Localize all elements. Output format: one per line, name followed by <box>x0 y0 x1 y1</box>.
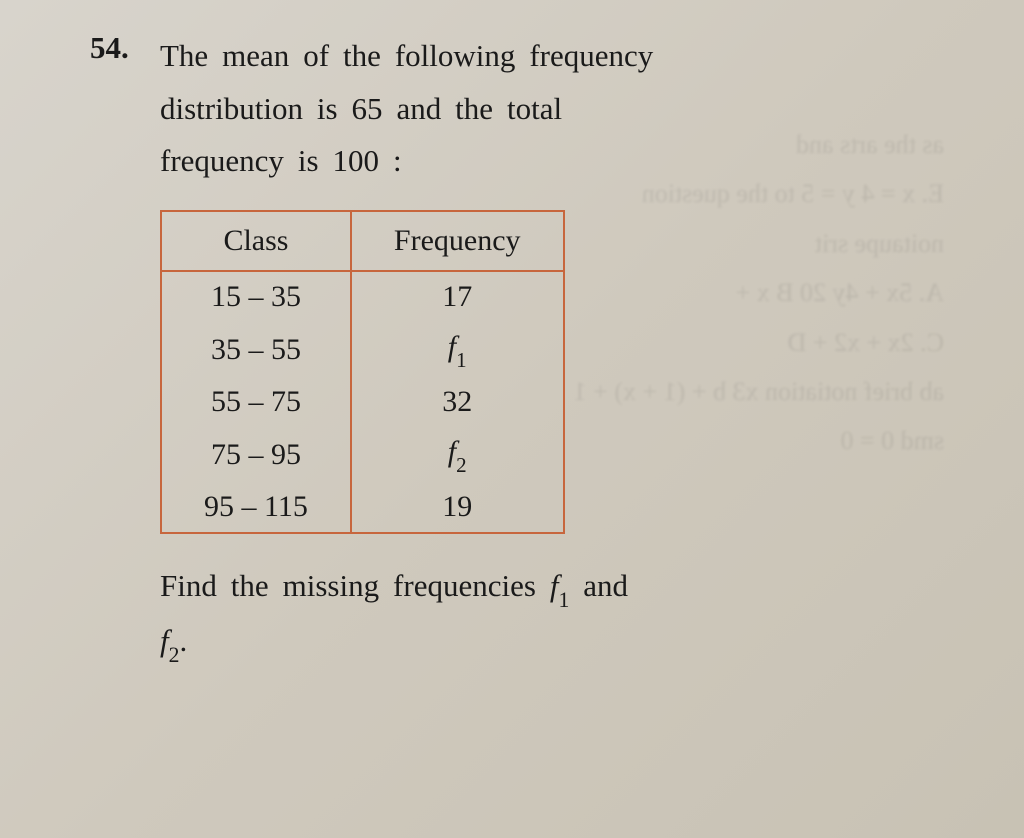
question-block: 54. The mean of the following frequency <box>90 30 964 83</box>
closing-var1-sub: 1 <box>558 588 569 612</box>
question-text-line: The mean of the following frequency <box>160 30 964 83</box>
frequency-cell: 32 <box>351 377 564 427</box>
question-body: The mean of the following frequency <box>160 30 964 83</box>
closing-text: Find the missing frequencies f1 and f2. <box>160 560 964 670</box>
question-text-line: frequency is 100 : <box>160 135 964 188</box>
frequency-cell: f1 <box>351 322 564 377</box>
closing-part1: Find the missing frequencies <box>160 568 550 603</box>
frequency-var-base: f <box>448 330 456 363</box>
frequency-cell: 17 <box>351 271 564 322</box>
table-row: 35 – 55 f1 <box>161 322 564 377</box>
class-cell: 95 – 115 <box>161 482 351 533</box>
class-cell: 15 – 35 <box>161 271 351 322</box>
closing-var2-sub: 2 <box>169 643 180 667</box>
column-header-class: Class <box>161 211 351 271</box>
class-cell: 75 – 95 <box>161 427 351 482</box>
class-cell: 55 – 75 <box>161 377 351 427</box>
table-row: 95 – 115 19 <box>161 482 564 533</box>
question-number: 54. <box>90 30 148 66</box>
frequency-table-wrapper: Class Frequency 15 – 35 17 35 – 55 f1 55… <box>160 210 964 534</box>
closing-end: . <box>179 623 187 658</box>
closing-var2-base: f <box>160 623 169 658</box>
frequency-table: Class Frequency 15 – 35 17 35 – 55 f1 55… <box>160 210 565 534</box>
table-row: 55 – 75 32 <box>161 377 564 427</box>
page-content: 54. The mean of the following frequency … <box>90 30 964 670</box>
table-row: 15 – 35 17 <box>161 271 564 322</box>
frequency-var-sub: 2 <box>456 453 467 477</box>
frequency-cell: 19 <box>351 482 564 533</box>
column-header-frequency: Frequency <box>351 211 564 271</box>
frequency-var-base: f <box>448 435 456 468</box>
table-header-row: Class Frequency <box>161 211 564 271</box>
frequency-cell: f2 <box>351 427 564 482</box>
question-text-line: distribution is 65 and the total <box>160 83 964 136</box>
table-row: 75 – 95 f2 <box>161 427 564 482</box>
closing-mid: and <box>569 568 628 603</box>
class-cell: 35 – 55 <box>161 322 351 377</box>
frequency-var-sub: 1 <box>456 348 467 372</box>
